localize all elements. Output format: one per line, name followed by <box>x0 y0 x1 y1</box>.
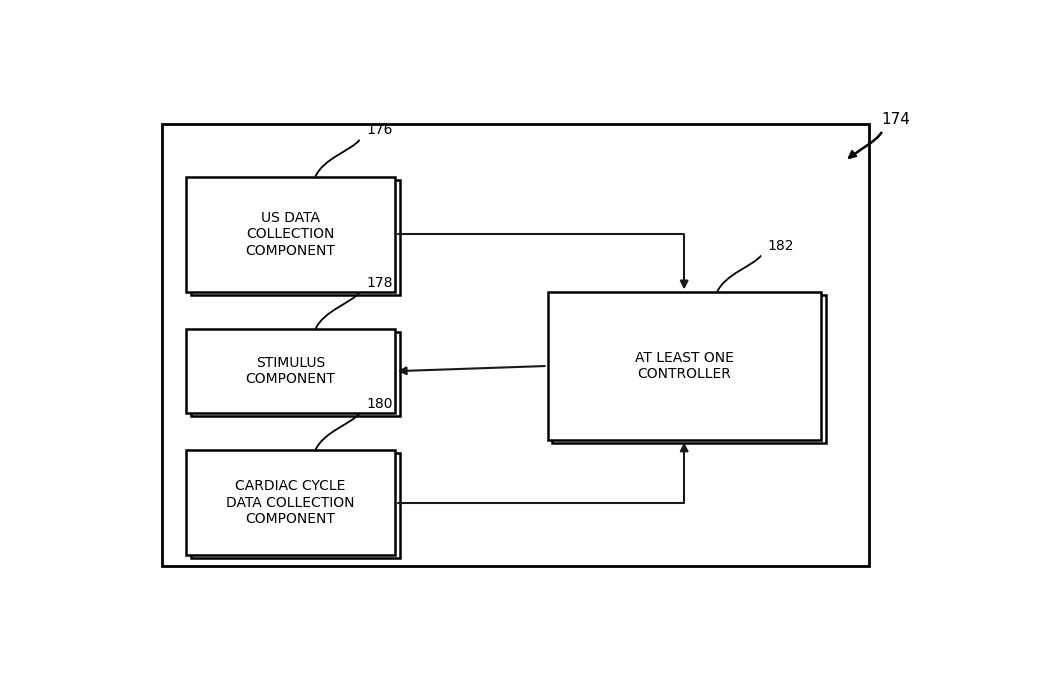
Bar <box>186 450 395 555</box>
Bar <box>548 292 821 440</box>
Text: 180: 180 <box>366 397 393 410</box>
Text: AT LEAST ONE
CONTROLLER: AT LEAST ONE CONTROLLER <box>635 351 733 381</box>
Text: US DATA
COLLECTION
COMPONENT: US DATA COLLECTION COMPONENT <box>246 211 335 257</box>
Bar <box>191 180 399 296</box>
Bar <box>191 454 399 559</box>
Text: 176: 176 <box>366 123 393 137</box>
Text: CARDIAC CYCLE
DATA COLLECTION
COMPONENT: CARDIAC CYCLE DATA COLLECTION COMPONENT <box>226 479 355 526</box>
Bar <box>162 124 869 566</box>
Text: 178: 178 <box>366 276 393 290</box>
Text: 174: 174 <box>881 111 909 126</box>
Text: STIMULUS
COMPONENT: STIMULUS COMPONENT <box>246 356 335 387</box>
Bar <box>186 177 395 292</box>
Text: 182: 182 <box>767 239 794 253</box>
Bar <box>553 296 825 443</box>
Bar <box>191 333 399 417</box>
Bar <box>186 329 395 413</box>
